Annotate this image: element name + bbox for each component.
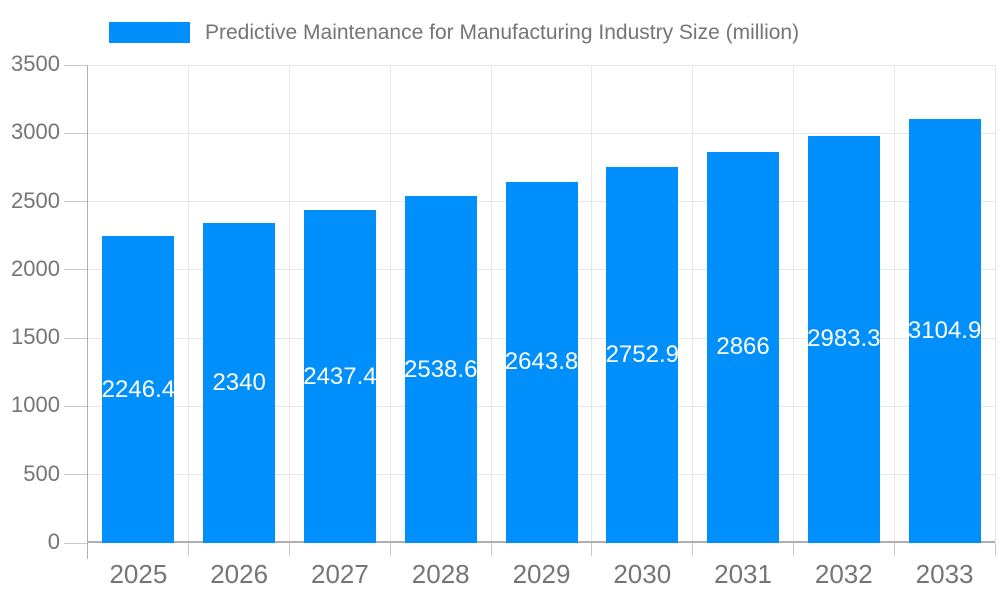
- y-tick: [64, 64, 88, 66]
- y-tick: [64, 542, 88, 544]
- gridline-v: [994, 65, 996, 543]
- gridline-h: [88, 132, 995, 134]
- legend-label: Predictive Maintenance for Manufacturing…: [205, 21, 800, 44]
- y-axis-label: 3000: [11, 119, 60, 145]
- x-axis-label: 2032: [814, 559, 873, 589]
- y-axis-label: 500: [23, 460, 60, 486]
- gridline-v: [289, 65, 291, 543]
- y-tick: [64, 405, 88, 407]
- x-tick: [591, 543, 593, 556]
- y-axis-label: 1000: [11, 392, 60, 418]
- gridline-v: [490, 65, 492, 543]
- y-tick: [64, 201, 88, 203]
- x-axis-label: 2025: [109, 559, 168, 589]
- gridline-v: [389, 65, 391, 543]
- x-tick: [994, 543, 996, 556]
- y-axis-line: [87, 65, 88, 559]
- gridline-v: [591, 65, 593, 543]
- y-tick: [64, 337, 88, 339]
- x-axis-label: 2026: [210, 559, 269, 589]
- bar-value-label: 2437.4: [303, 362, 377, 390]
- bar[interactable]: [505, 181, 578, 543]
- x-tick: [792, 543, 794, 556]
- y-axis-label: 1500: [11, 324, 60, 350]
- bar-value-label: 2643.8: [504, 348, 579, 376]
- gridline-h: [88, 64, 995, 66]
- x-tick: [893, 543, 895, 556]
- x-axis-label: 2028: [411, 559, 470, 589]
- bar-value-label: 2246.4: [101, 375, 176, 403]
- gridline-v: [188, 65, 190, 543]
- x-tick: [389, 543, 391, 556]
- bar[interactable]: [908, 118, 981, 543]
- gridline-v: [792, 65, 794, 543]
- x-axis-label: 2030: [613, 559, 672, 589]
- y-axis-label: 2500: [11, 187, 60, 213]
- legend-item[interactable]: Predictive Maintenance for Manufacturing…: [109, 22, 799, 43]
- bar[interactable]: [807, 135, 880, 543]
- bar-value-label: 3104.9: [907, 316, 982, 344]
- bar-value-label: 2340: [212, 369, 266, 397]
- gridline-v: [692, 65, 694, 543]
- y-axis-label: 0: [47, 529, 60, 554]
- bar[interactable]: [303, 210, 376, 543]
- x-tick: [692, 543, 694, 556]
- y-tick: [64, 269, 88, 271]
- bar[interactable]: [707, 151, 780, 543]
- bar-value-label: 2752.9: [605, 341, 679, 369]
- gridline-v: [893, 65, 895, 543]
- y-tick: [64, 474, 88, 476]
- bar-value-label: 2983.3: [807, 325, 881, 353]
- x-tick: [289, 543, 291, 556]
- x-axis-label: 2029: [512, 559, 571, 589]
- legend-swatch: [109, 22, 190, 43]
- bar[interactable]: [404, 196, 477, 543]
- x-tick: [490, 543, 492, 556]
- x-axis-label: 2031: [714, 559, 772, 589]
- x-axis-label: 2027: [311, 559, 369, 589]
- y-tick: [64, 132, 88, 134]
- bar[interactable]: [203, 223, 276, 543]
- bar[interactable]: [606, 167, 679, 543]
- bar-value-label: 2866: [716, 333, 770, 361]
- bar[interactable]: [102, 236, 175, 543]
- bar-value-label: 2538.6: [404, 355, 478, 383]
- y-axis-label: 3500: [11, 51, 60, 76]
- x-axis-label: 2033: [915, 559, 974, 589]
- x-tick: [188, 543, 190, 556]
- y-axis-label: 2000: [11, 255, 60, 281]
